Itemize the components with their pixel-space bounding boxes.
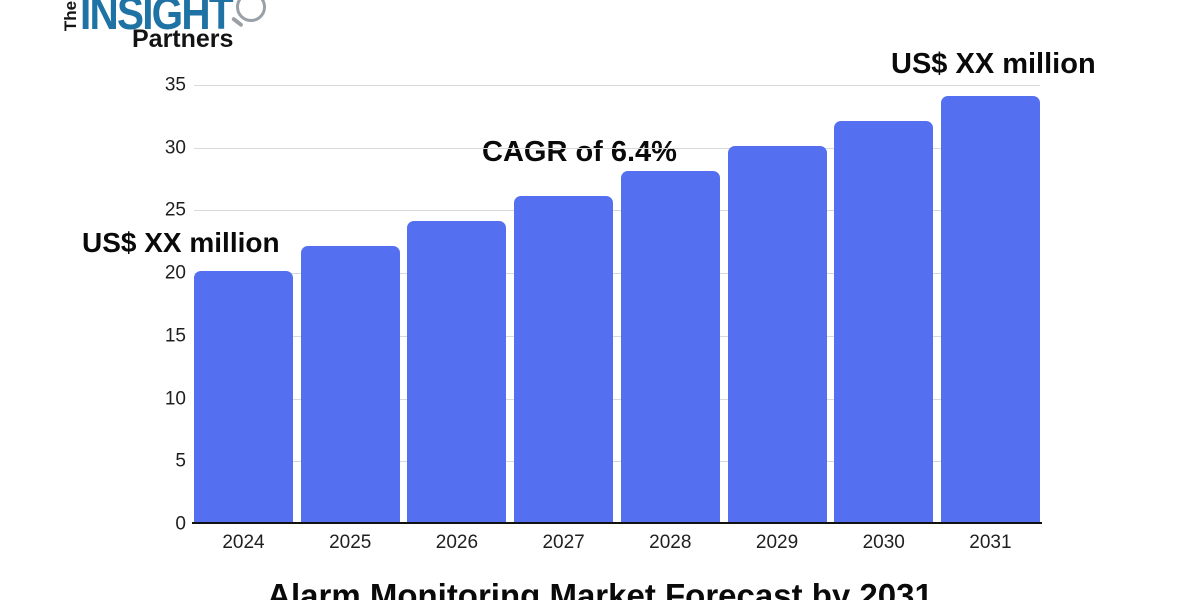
gridline-20 — [194, 273, 1040, 275]
x-tick-label-2028: 2028 — [649, 532, 692, 553]
magnifier-icon — [236, 0, 266, 22]
plot-area — [192, 85, 1042, 524]
bar-2025 — [300, 246, 400, 522]
bar-2024 — [194, 271, 293, 522]
x-tick-label-2026: 2026 — [435, 532, 479, 553]
bar-series — [194, 85, 1040, 524]
x-tick-label-2031: 2031 — [969, 532, 1012, 553]
y-tick-label-0: 0 — [175, 513, 186, 535]
chart-title: Alarm Monitoring Market Forecast by 2031 — [267, 577, 933, 600]
bar-2030 — [834, 120, 934, 522]
insight-partners-logo: The INSIGHT Partners — [0, 0, 300, 60]
gridline-10 — [194, 398, 1040, 400]
y-tick-label-25: 25 — [164, 199, 186, 221]
y-tick-label-30: 30 — [164, 137, 186, 159]
x-axis-line — [192, 522, 1042, 524]
y-tick-label-10: 10 — [164, 388, 186, 410]
bar-2027 — [514, 195, 614, 522]
x-tick-label-2030: 2030 — [862, 532, 905, 553]
annotation-cagr: CAGR of 6.4% — [482, 136, 677, 168]
bar-2029 — [727, 145, 827, 522]
gridline-35 — [194, 85, 1040, 86]
bar-2028 — [620, 170, 720, 522]
x-tick-label-2024: 2024 — [222, 532, 265, 553]
gridline-25 — [194, 210, 1040, 212]
annotation-last-bar-value: US$ XX million — [891, 48, 1096, 80]
annotation-first-bar-value: US$ XX million — [82, 227, 280, 258]
bar-2026 — [407, 220, 507, 522]
x-axis-labels: 2024 2025 2026 2027 2028 2029 2030 2031 — [194, 533, 1040, 552]
x-tick-label-2029: 2029 — [755, 532, 799, 553]
gridline-15 — [194, 335, 1040, 337]
y-tick-label-5: 5 — [175, 450, 186, 472]
logo-partners-text: Partners — [132, 25, 234, 53]
x-tick-label-2025: 2025 — [329, 532, 372, 553]
y-tick-label-35: 35 — [164, 74, 186, 96]
logo-insight-text: INSIGHT — [80, 0, 234, 39]
gridline-5 — [194, 461, 1040, 463]
x-tick-label-2027: 2027 — [542, 532, 585, 553]
y-tick-label-20: 20 — [164, 262, 186, 284]
logo-the-text: The — [61, 0, 81, 32]
y-tick-label-15: 15 — [164, 325, 186, 347]
gridline-30 — [194, 147, 1040, 149]
bar-2031 — [940, 95, 1040, 522]
